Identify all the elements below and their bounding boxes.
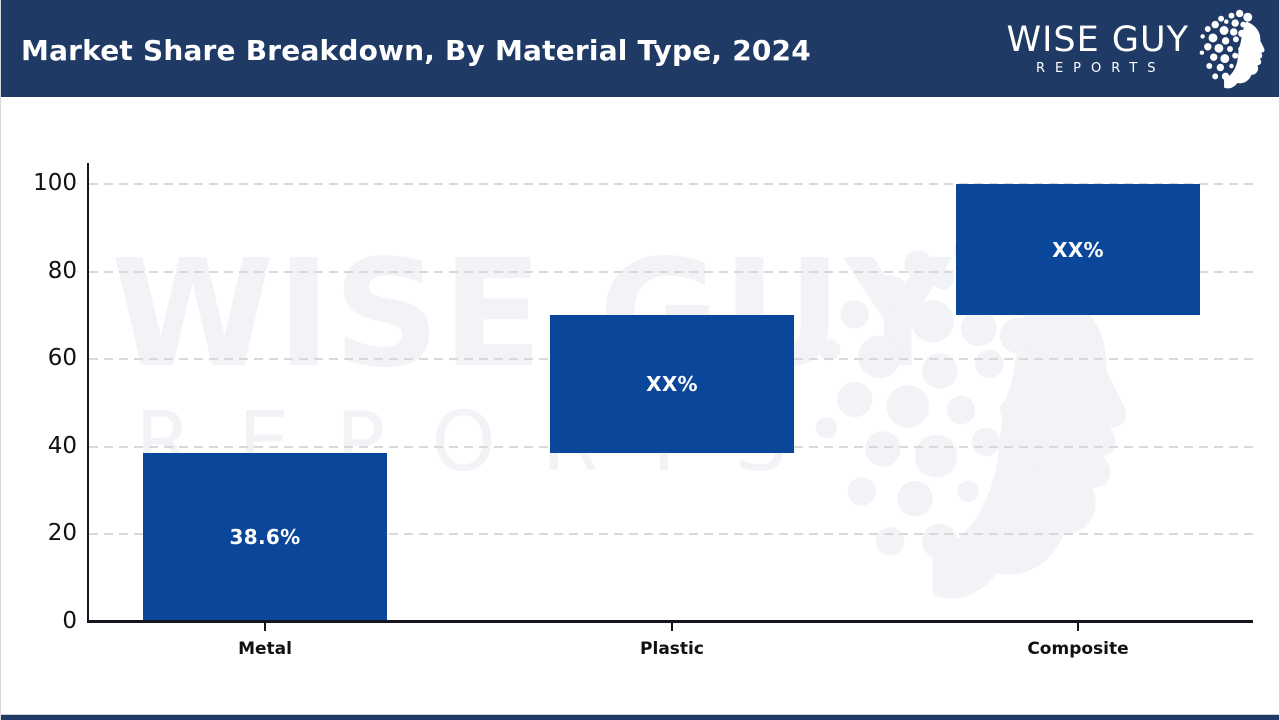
x-tick-mark	[264, 623, 266, 631]
x-category-label: Plastic	[640, 639, 704, 659]
y-tick-label: 60	[47, 345, 77, 372]
x-category-label: Metal	[238, 639, 292, 659]
x-tick-mark	[671, 623, 673, 631]
logo-wordmark: WISE GUY	[1006, 20, 1189, 61]
x-tick-mark	[1077, 623, 1079, 631]
page-title: Market Share Breakdown, By Material Type…	[21, 34, 811, 67]
logo-text: WISE GUY REPORTS	[1006, 22, 1189, 76]
bar-metal: 38.6%	[143, 452, 387, 622]
y-tick-label: 80	[47, 257, 77, 284]
bar-value-label: XX%	[1052, 237, 1104, 262]
y-tick-label: 0	[62, 608, 77, 634]
header-bar: Market Share Breakdown, By Material Type…	[1, 0, 1279, 97]
x-axis-line	[89, 620, 1253, 623]
bar-composite: XX%	[956, 184, 1200, 316]
gridline-100	[89, 183, 1253, 185]
x-category-label: Composite	[1027, 639, 1129, 659]
y-tick-label: 100	[33, 170, 77, 196]
bar-plastic: XX%	[550, 315, 794, 453]
y-tick-label: 20	[47, 520, 77, 547]
gridline-20	[89, 533, 1253, 536]
y-axis-line	[87, 163, 89, 623]
y-tick-label: 40	[47, 432, 77, 459]
footer-accent-bar	[1, 715, 1279, 720]
bottom-hairline	[1, 714, 1279, 715]
logo-subtitle: REPORTS	[1035, 60, 1166, 76]
bar-value-label: XX%	[646, 372, 698, 397]
dotted-head-icon	[1193, 8, 1267, 90]
wise-guy-reports-logo: WISE GUY REPORTS	[1006, 6, 1267, 92]
bar-value-label: 38.6%	[229, 525, 301, 550]
gridline-80	[89, 270, 1253, 273]
